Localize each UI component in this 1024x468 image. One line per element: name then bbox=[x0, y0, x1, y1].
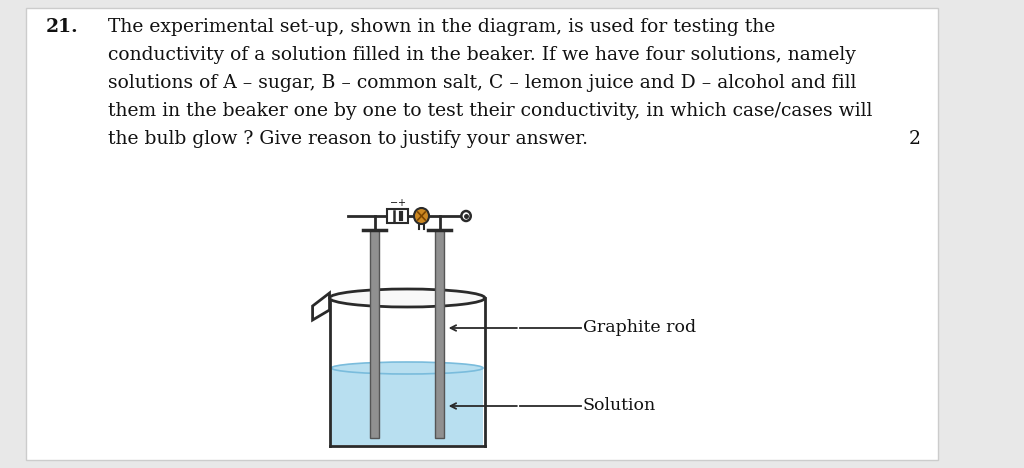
Bar bbox=[435, 230, 444, 438]
Circle shape bbox=[414, 208, 429, 224]
Text: them in the beaker one by one to test their conductivity, in which case/cases wi: them in the beaker one by one to test th… bbox=[109, 102, 872, 120]
Text: The experimental set-up, shown in the diagram, is used for testing the: The experimental set-up, shown in the di… bbox=[109, 18, 775, 36]
Bar bbox=[332, 368, 483, 445]
Circle shape bbox=[462, 211, 471, 221]
Polygon shape bbox=[312, 293, 330, 320]
Text: conductivity of a solution filled in the beaker. If we have four solutions, name: conductivity of a solution filled in the… bbox=[109, 46, 856, 64]
Bar bbox=[387, 209, 408, 223]
Text: the bulb glow ? Give reason to justify your answer.: the bulb glow ? Give reason to justify y… bbox=[109, 130, 588, 148]
Ellipse shape bbox=[330, 289, 485, 307]
Text: 2: 2 bbox=[908, 130, 921, 148]
Text: 21.: 21. bbox=[45, 18, 78, 36]
Text: Solution: Solution bbox=[583, 397, 656, 415]
Text: +: + bbox=[397, 198, 406, 208]
Ellipse shape bbox=[332, 362, 483, 374]
Bar bbox=[371, 230, 379, 438]
Text: solutions of A – sugar, B – common salt, C – lemon juice and D – alcohol and fil: solutions of A – sugar, B – common salt,… bbox=[109, 74, 857, 92]
Text: −: − bbox=[389, 198, 397, 208]
Text: Graphite rod: Graphite rod bbox=[583, 320, 696, 336]
